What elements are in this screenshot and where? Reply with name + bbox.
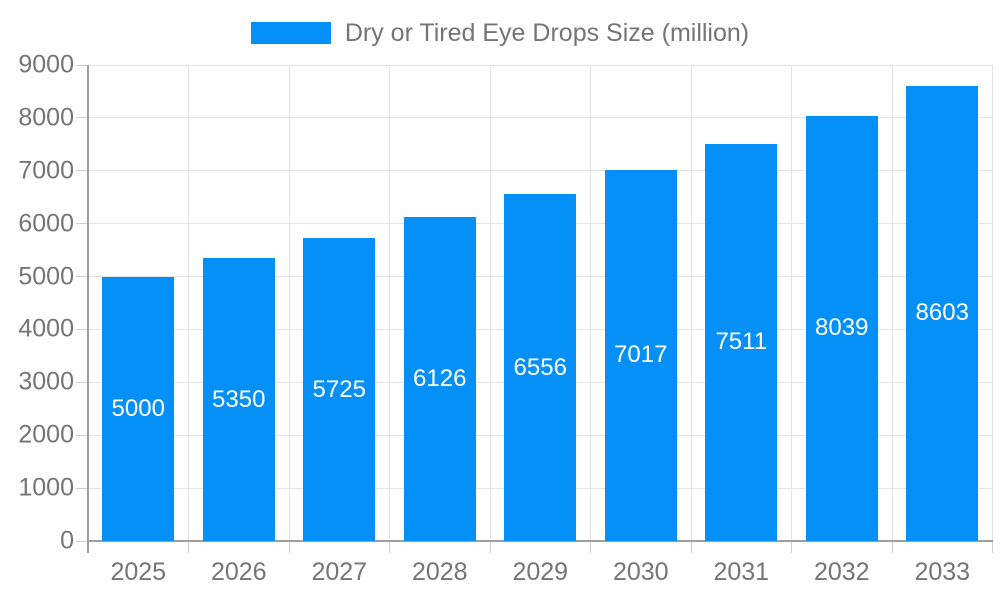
- bar-2028: [403, 217, 476, 541]
- x-axis-tick: [288, 541, 290, 553]
- x-axis-tick: [590, 541, 591, 553]
- x-tick-label: 2028: [411, 558, 468, 586]
- legend-swatch: [250, 22, 331, 44]
- y-axis-tick: [76, 540, 88, 542]
- bar-2027: [303, 238, 376, 541]
- gridline-vertical: [992, 65, 993, 541]
- gridline-vertical: [489, 65, 491, 541]
- y-axis-tick: [76, 223, 88, 225]
- x-axis-tick: [992, 541, 993, 553]
- bar-2025: [102, 276, 175, 541]
- x-axis-tick: [389, 541, 390, 553]
- gridline-vertical: [791, 65, 792, 541]
- bar-2032: [805, 115, 878, 541]
- y-tick-label: 8000: [18, 103, 74, 132]
- y-tick-label: 5000: [18, 262, 74, 291]
- bar-value-label: 8603: [915, 299, 969, 327]
- bar-value-label: 6556: [513, 353, 567, 381]
- gridline-vertical: [389, 65, 390, 541]
- bar-value-label: 7511: [715, 328, 768, 356]
- x-tick-label: 2025: [110, 558, 167, 586]
- bar-value-label: 8039: [815, 314, 869, 342]
- y-tick-label: 0: [60, 526, 74, 555]
- bar-2026: [202, 258, 275, 541]
- y-tick-label: 9000: [18, 50, 74, 79]
- y-axis-tick: [76, 328, 88, 330]
- x-tick-label: 2030: [612, 558, 669, 586]
- bar-value-label: 5350: [212, 385, 266, 413]
- y-tick-label: 7000: [18, 156, 74, 185]
- bar-value-label: 6126: [413, 365, 467, 392]
- gridline-vertical: [590, 65, 591, 541]
- bar-2029: [504, 194, 577, 541]
- gridline-vertical: [690, 65, 692, 541]
- x-tick-label: 2033: [914, 558, 971, 586]
- x-axis-tick: [489, 541, 491, 553]
- gridline-vertical: [188, 65, 189, 541]
- gridline-horizontal: [88, 64, 993, 66]
- y-tick-label: 1000: [18, 473, 74, 502]
- bar-2030: [604, 169, 677, 541]
- chart-legend: Dry or Tired Eye Drops Size (million): [0, 18, 1000, 48]
- y-axis-tick: [76, 487, 88, 489]
- gridline-vertical: [891, 65, 893, 541]
- y-axis-tick: [76, 170, 88, 172]
- x-axis-tick: [188, 541, 189, 553]
- y-tick-label: 3000: [18, 367, 74, 396]
- gridline-horizontal: [88, 117, 993, 119]
- x-tick-label: 2031: [713, 558, 770, 586]
- y-tick-label: 2000: [18, 420, 74, 449]
- x-axis-line: [88, 540, 993, 542]
- bar-value-label: 7017: [614, 341, 668, 369]
- y-axis-tick: [76, 381, 88, 383]
- x-tick-label: 2027: [311, 558, 368, 586]
- gridline-vertical: [288, 65, 290, 541]
- bar-value-label: 5725: [312, 375, 366, 403]
- y-axis-line: [87, 65, 89, 553]
- x-axis-tick: [891, 541, 893, 553]
- bar-value-label: 5000: [111, 394, 165, 422]
- x-axis-tick: [791, 541, 792, 553]
- y-axis-tick: [76, 276, 88, 278]
- gridline-horizontal: [88, 170, 993, 172]
- y-tick-label: 6000: [18, 209, 74, 238]
- x-tick-label: 2026: [210, 558, 267, 586]
- bar-2033: [906, 85, 979, 541]
- y-tick-label: 4000: [18, 314, 74, 343]
- legend-label: Dry or Tired Eye Drops Size (million): [344, 18, 750, 47]
- x-tick-label: 2029: [512, 558, 569, 586]
- bar-2031: [705, 143, 778, 541]
- x-tick-label: 2032: [813, 558, 870, 586]
- y-axis-tick: [76, 64, 88, 66]
- y-axis-tick: [76, 117, 88, 119]
- x-axis-tick: [690, 541, 692, 553]
- y-axis-tick: [76, 434, 88, 436]
